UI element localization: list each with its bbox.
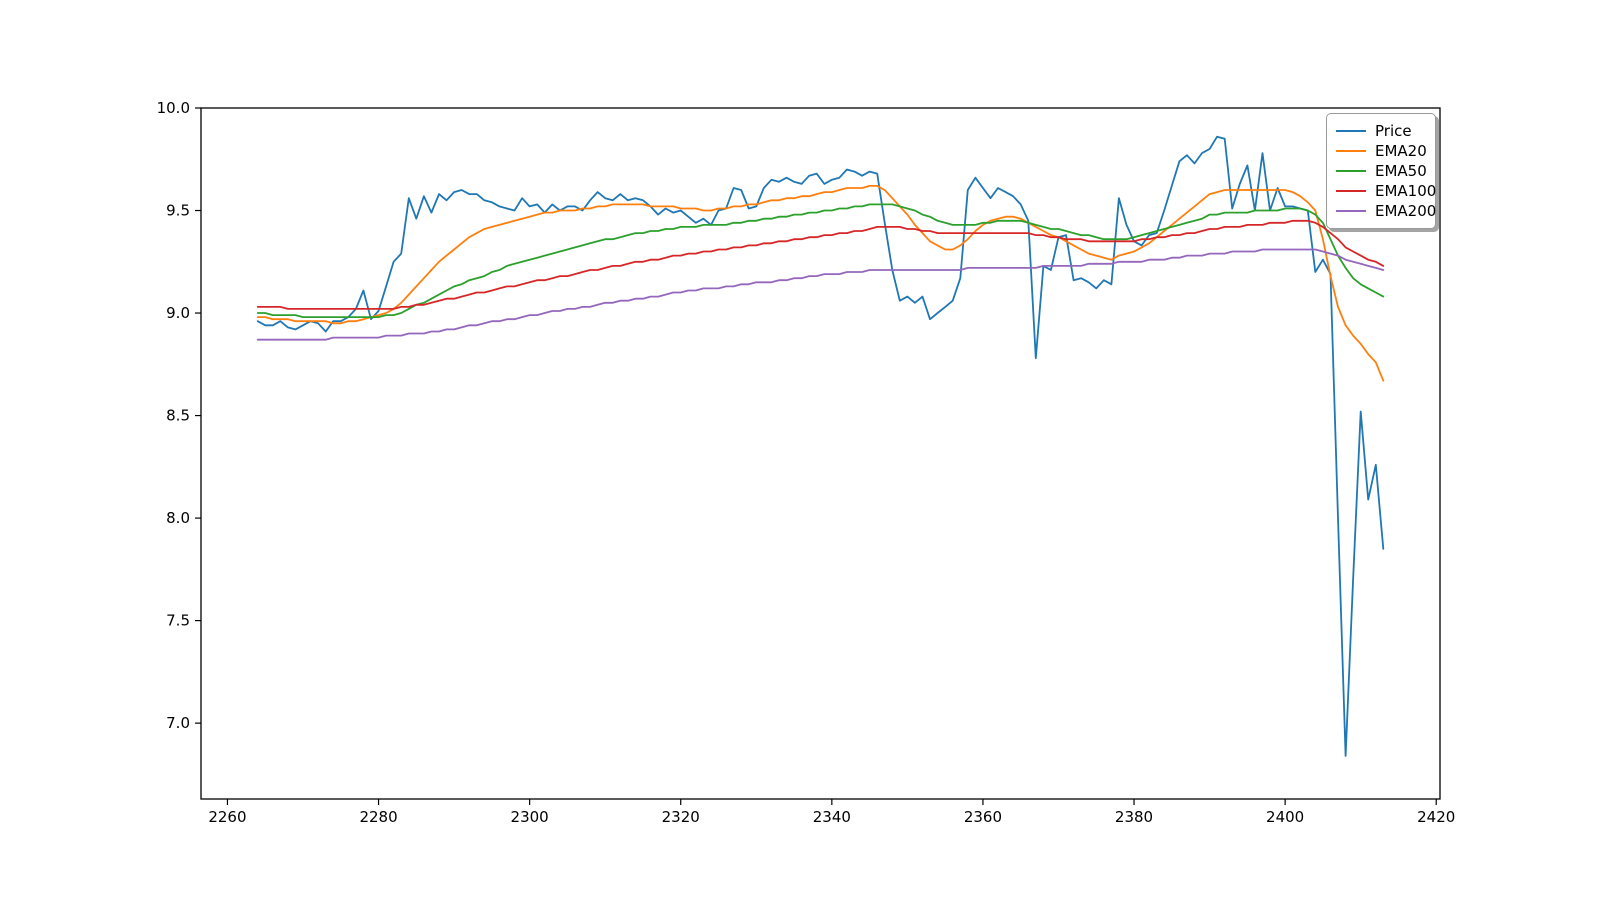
legend-line-sample	[1336, 170, 1366, 172]
legend-label: EMA200	[1375, 202, 1437, 220]
legend-line-sample	[1336, 210, 1366, 212]
price-line	[256, 135, 1385, 757]
x-tick-label: 2360	[964, 808, 1002, 826]
y-tick-label: 10.0	[157, 99, 190, 117]
x-tick-label: 2380	[1115, 808, 1153, 826]
ema20-line	[256, 185, 1385, 382]
legend-entry-ema100: EMA100	[1336, 181, 1436, 201]
legend-entry-ema20: EMA20	[1336, 141, 1427, 161]
legend-label: Price	[1375, 122, 1412, 140]
legend-label: EMA100	[1375, 182, 1437, 200]
x-tick-label: 2280	[359, 808, 397, 826]
legend-line-sample	[1336, 150, 1366, 152]
x-axis: 2260 2280 2300 2320 2340 2360 2380 2400 2420	[208, 799, 1455, 826]
legend: Price EMA20 EMA50 EMA100 EMA200	[1326, 113, 1436, 229]
y-tick-label: 8.5	[166, 407, 190, 425]
legend-label: EMA50	[1375, 162, 1427, 180]
x-tick-label: 2320	[662, 808, 700, 826]
x-tick-label: 2400	[1266, 808, 1304, 826]
ema200-line	[256, 248, 1385, 341]
legend-entry-ema200: EMA200	[1336, 201, 1436, 221]
axes-spines	[200, 107, 1441, 800]
y-tick-label: 8.0	[166, 509, 190, 527]
y-tick-label: 9.0	[166, 304, 190, 322]
y-tick-label: 7.0	[166, 714, 190, 732]
legend-entry-price: Price	[1336, 121, 1426, 141]
x-tick-label: 2420	[1417, 808, 1455, 826]
y-tick-label: 9.5	[166, 202, 190, 220]
legend-label: EMA20	[1375, 142, 1427, 160]
ema100-line	[256, 219, 1385, 310]
y-tick-label: 7.5	[166, 612, 190, 630]
plot-background	[201, 108, 1440, 799]
legend-line-sample	[1336, 130, 1366, 132]
x-tick-label: 2340	[813, 808, 851, 826]
legend-line-sample	[1336, 190, 1366, 192]
x-tick-label: 2260	[208, 808, 246, 826]
ema50-line	[256, 203, 1385, 318]
legend-entry-ema50: EMA50	[1336, 161, 1427, 181]
y-axis: 7.0 7.5 8.0 8.5 9.0 9.5 10.0	[157, 99, 201, 732]
x-tick-label: 2300	[511, 808, 549, 826]
